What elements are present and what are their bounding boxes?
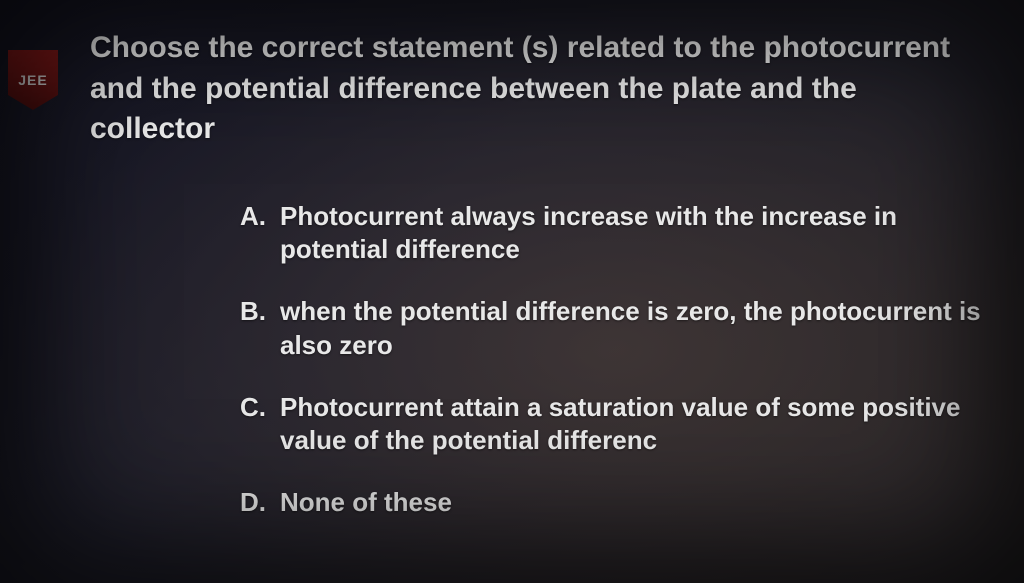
option-a[interactable]: A. Photocurrent always increase with the… <box>240 200 984 268</box>
option-text: Photocurrent always increase with the in… <box>280 200 984 268</box>
options-list: A. Photocurrent always increase with the… <box>90 200 984 521</box>
option-text: when the potential difference is zero, t… <box>280 295 984 363</box>
option-letter: A. <box>240 200 270 268</box>
option-c[interactable]: C. Photocurrent attain a saturation valu… <box>240 391 984 459</box>
content-region: Choose the correct statement (s) related… <box>0 0 1024 568</box>
option-letter: C. <box>240 391 270 459</box>
option-b[interactable]: B. when the potential difference is zero… <box>240 295 984 363</box>
option-d[interactable]: D. None of these <box>240 486 984 520</box>
option-text: None of these <box>280 486 452 520</box>
question-text: Choose the correct statement (s) related… <box>90 28 984 150</box>
option-letter: B. <box>240 295 270 363</box>
option-text: Photocurrent attain a saturation value o… <box>280 391 984 459</box>
option-letter: D. <box>240 486 270 520</box>
